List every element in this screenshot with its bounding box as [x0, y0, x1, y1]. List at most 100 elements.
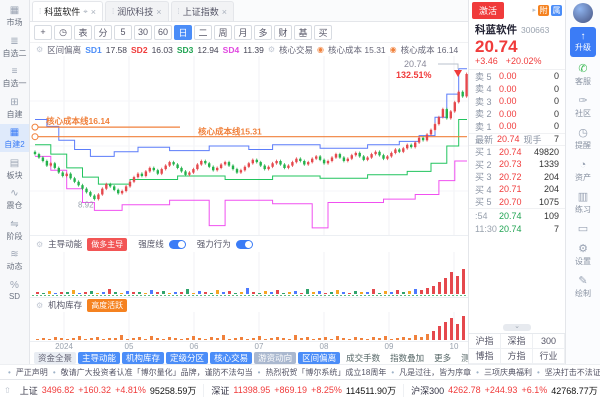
mini-tab-3[interactable]: 博指 [469, 349, 501, 364]
toolbar-button-10[interactable]: 月 [234, 24, 253, 40]
collapse-handle[interactable]: ⌄ [503, 323, 531, 331]
toolbar-button-2[interactable]: 表 [74, 24, 92, 40]
toolbar-button-14[interactable]: 买 [314, 24, 333, 40]
tick-row-0: :54 20.74 109 [469, 210, 565, 223]
custom-1-icon: ⊞ [10, 96, 19, 108]
rail-item-service[interactable]: ✆ 客服 [575, 61, 591, 89]
legend2-settings-icon[interactable]: ⚙ [267, 45, 276, 54]
strong-behavior-toggle[interactable] [235, 239, 253, 249]
mini-tab-0[interactable]: 沪指 [469, 334, 501, 349]
bullet-icon: • [391, 367, 395, 377]
sidebar-item-market[interactable]: ▦ 市场 [0, 2, 29, 30]
toolbar-button-11[interactable]: 多 [254, 24, 273, 40]
row-label: 卖 3 [475, 96, 492, 107]
toolbar-button-5[interactable]: 30 [134, 24, 153, 40]
rail-item-community[interactable]: ✑ 社区 [575, 93, 591, 121]
close-icon[interactable]: × [156, 6, 162, 17]
main-chart-area: 核心成本线16.14 核心成本线15.31 8.92 20.74 132.51% [30, 56, 468, 236]
mini-tab-5[interactable]: 行业 [533, 349, 565, 364]
indicator-tab-0[interactable]: 资金全景 [34, 351, 77, 364]
sidebar-item-stage[interactable]: ⇋ 阶段 [0, 216, 29, 244]
close-icon[interactable]: × [90, 6, 97, 17]
close-icon[interactable]: × [221, 6, 228, 17]
toolbar-button-7[interactable]: 日 [174, 24, 193, 40]
indicator-tab-6[interactable]: 区间偏离 [298, 351, 341, 364]
toolbar-button-12[interactable]: 财 [274, 24, 293, 40]
sidebar-item-watchlist-2[interactable]: ≣ 自选二 [0, 33, 29, 61]
indicator-tab-2[interactable]: 机构库存 [122, 351, 165, 364]
row-volume: 204 [543, 171, 559, 182]
row-label: 买 2 [475, 159, 492, 170]
sidebar-item-custom-2[interactable]: ▦ 自建2 [0, 124, 29, 152]
activate-button[interactable]: 激活 [472, 1, 505, 19]
stock-tab-0[interactable]: ⁞ 科蓝软件 ⌖ × [32, 1, 104, 21]
stock-tab-2[interactable]: ⁞ 上证指数 × [170, 1, 235, 21]
sidebar-item-sectors[interactable]: ▤ 板块 [0, 155, 29, 183]
attachment-badge[interactable]: 附 [538, 4, 549, 16]
indicator-tab-7[interactable]: 成交手数 [346, 352, 381, 363]
buy-row-1: 买 1 20.74 49820 [469, 146, 565, 159]
indicator-tab-3[interactable]: 定级分区 [166, 351, 209, 364]
index-quote-2[interactable]: 沪深300 4262.78 +244.93 +6.1% 42768.77万 [403, 383, 600, 397]
institution-bars-chart[interactable] [30, 312, 468, 372]
mini-tab-1[interactable]: 深指 [501, 334, 533, 349]
drag-handle-icon: ⁞ [39, 7, 42, 16]
pin-icon[interactable]: ⌖ [83, 6, 88, 16]
toolbar-button-8[interactable]: 二 [194, 24, 213, 40]
rail-item-settings[interactable]: ⚙ 设置 [575, 241, 591, 269]
sidebar-item-label: 动态 [6, 262, 23, 271]
buy-row-5: 买 5 20.70 1075 [469, 196, 565, 209]
notice-item-4: 三项庆典福利 [483, 367, 532, 377]
indicator-tab-10[interactable]: 测试功能 [461, 352, 468, 363]
toolbar-button-4[interactable]: 5 [114, 24, 132, 40]
rail-item-assets[interactable]: ◔ 资产 [575, 157, 591, 185]
caret-right-icon[interactable]: ▸ [532, 7, 536, 14]
indicator-tab-5[interactable]: 游资动向 [254, 351, 297, 364]
upgrade-button[interactable]: ↑ 升级 [570, 27, 596, 57]
toolbar-button-13[interactable]: 基 [294, 24, 313, 40]
momentum-bars-chart[interactable] [30, 252, 468, 312]
rail-item-practice[interactable]: ▥ 练习 [575, 189, 591, 217]
strength-line-toggle[interactable] [168, 239, 186, 249]
sidebar-item-custom-1[interactable]: ⊞ 自建 [0, 94, 29, 122]
stock-tab-1[interactable]: ⁞ 润欣科技 × [105, 1, 169, 21]
index-quote-0[interactable]: 上证 3496.82 +160.32 +4.81% 95258.59万 [13, 384, 204, 397]
toolbar-button-1[interactable]: ◷ [54, 24, 72, 40]
indicator-tab-9[interactable]: 更多 [434, 352, 452, 363]
mini-tab-4[interactable]: 方指 [501, 349, 533, 364]
alerts-icon: ◷ [578, 127, 588, 139]
panel1-settings-icon[interactable]: ⚙ [36, 239, 44, 249]
toolbar-button-3[interactable]: 分 [94, 24, 112, 40]
row-price: 0.00 [499, 108, 517, 119]
toolbar-button-0[interactable]: + [34, 24, 52, 40]
panel2-settings-icon[interactable]: ⚙ [36, 300, 44, 310]
rail-item-draw[interactable]: ✎ 绘制 [575, 273, 591, 301]
core-cost-marker-icon: ◉ [317, 45, 325, 54]
x-axis-label-2: 06 [189, 342, 199, 351]
bullet-icon: • [476, 367, 479, 377]
mini-tab-2[interactable]: 300 [533, 334, 565, 349]
sidebar-item-watchlist-1[interactable]: ≡ 自选一 [0, 63, 29, 91]
legend1-settings-icon[interactable]: ⚙ [36, 45, 44, 54]
user-avatar[interactable] [573, 3, 593, 23]
sidebar-item-sd[interactable]: % SD [0, 277, 29, 303]
toolbar-button-6[interactable]: 60 [154, 24, 173, 40]
drag-handle-icon: ⁞ [177, 7, 180, 16]
collapse-up-icon[interactable]: ⇧ [4, 385, 11, 395]
quote-panel: 激活 ▸ 附 属 科蓝软件 300663 20.74 +3.46 +20.02%… [468, 0, 565, 364]
toolbar-button-9[interactable]: 周 [214, 24, 233, 40]
sidebar-item-shakeout[interactable]: ∿ 震仓 [0, 185, 29, 213]
rail-item-panel[interactable]: ▭ [578, 221, 588, 237]
row-label: 买 5 [475, 197, 492, 208]
shakeout-icon: ∿ [10, 188, 19, 199]
property-badge[interactable]: 属 [551, 4, 562, 16]
sd1-name: SD1 [85, 44, 102, 55]
indicator-tab-4[interactable]: 核心交易 [210, 351, 253, 364]
indicator-tab-1[interactable]: 主导动能 [78, 351, 121, 364]
sidebar-item-dynamics[interactable]: ≋ 动态 [0, 246, 29, 274]
rail-item-alerts[interactable]: ◷ 提醒 [575, 125, 591, 153]
indicator-tab-8[interactable]: 指数叠加 [390, 352, 425, 363]
index-quote-1[interactable]: 深证 11398.95 +869.19 +8.25% 114511.90万 [203, 383, 403, 397]
left-sidebar: ▦ 市场 ≣ 自选二 ≡ 自选一 ⊞ 自建 ▦ 自建2 ▤ 板块 ∿ 震仓 ⇋ 阶段 ≋ 动态 % SD [0, 0, 30, 364]
